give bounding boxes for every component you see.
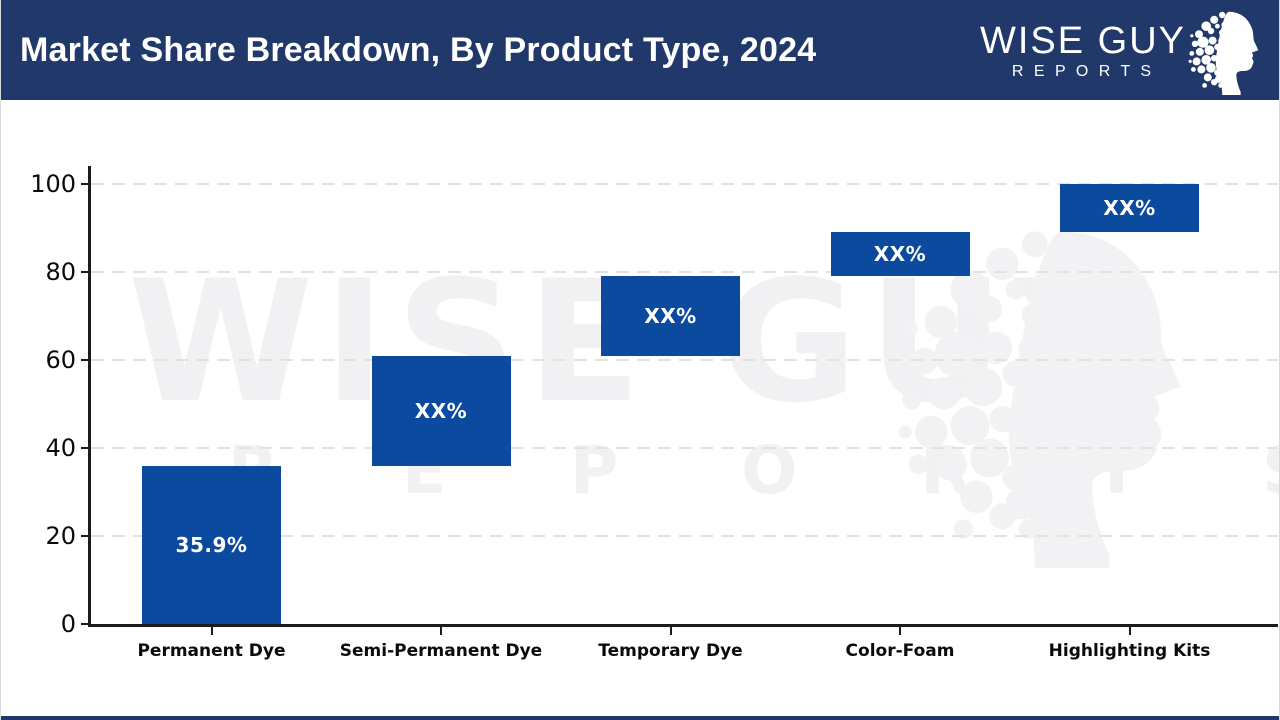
x-axis-line	[88, 624, 1278, 627]
y-tick-mark	[81, 535, 89, 537]
bar: XX%	[830, 232, 970, 277]
y-tick-label: 0	[60, 610, 76, 638]
header-bar: Market Share Breakdown, By Product Type,…	[0, 0, 1280, 100]
chart-area: WISE GUY R E P O R T S 0 20 40 60 80 100 35.9%…	[0, 100, 1280, 716]
x-tick-label: Color-Foam	[845, 641, 955, 661]
gridline	[91, 447, 1278, 449]
bar-value-label: 35.9%	[175, 533, 248, 557]
y-tick-label: 60	[45, 346, 76, 374]
x-tick-label: Temporary Dye	[598, 641, 743, 661]
bar-value-label: XX%	[414, 398, 468, 423]
logo-sub-text: R E P O R T S	[1011, 63, 1155, 80]
logo-name-text: WISE GUY	[979, 20, 1186, 62]
x-tick-label: Highlighting Kits	[1048, 641, 1211, 661]
bar: XX%	[1060, 184, 1199, 233]
bar: XX%	[371, 355, 511, 467]
bar-value-label: XX%	[644, 303, 697, 328]
window-left-edge	[0, 0, 1, 720]
x-tick-mark	[210, 627, 213, 635]
gridline	[91, 271, 1278, 273]
bar-value-label: XX%	[1103, 196, 1156, 221]
y-tick-mark	[81, 447, 89, 449]
x-tick-label: Permanent Dye	[137, 641, 286, 661]
x-tick-mark	[899, 627, 901, 635]
y-tick-mark	[81, 623, 89, 625]
gridline	[91, 535, 1278, 537]
gridline	[91, 183, 1278, 185]
x-tick-label: Semi-Permanent Dye	[339, 641, 543, 661]
wiseguy-logo-text: WISE GUY R E P O R T S	[980, 21, 1186, 81]
y-tick-mark	[81, 183, 89, 185]
y-tick-mark	[81, 359, 89, 361]
y-tick-label: 20	[45, 522, 76, 550]
x-tick-mark	[1128, 627, 1131, 635]
y-axis-line	[88, 166, 91, 627]
bar: 35.9%	[142, 466, 281, 624]
waterfall-plot: 0 20 40 60 80 100 35.9% Permanent Dye XX% Semi-Pe…	[0, 100, 1280, 716]
footer-bar	[0, 716, 1280, 720]
y-tick-mark	[81, 271, 89, 273]
gridline	[91, 359, 1278, 361]
x-tick-mark	[669, 627, 672, 635]
bar: XX%	[601, 276, 740, 356]
page-title: Market Share Breakdown, By Product Type,…	[20, 30, 817, 69]
wiseguy-logo: WISE GUY R E P O R T S	[980, 6, 1266, 96]
y-tick-label: 40	[45, 434, 76, 462]
bar-value-label: XX%	[873, 242, 927, 267]
y-tick-label: 80	[45, 258, 76, 286]
wiseguy-head-icon	[1180, 7, 1266, 95]
x-tick-mark	[440, 627, 442, 635]
y-tick-label: 100	[30, 170, 76, 198]
